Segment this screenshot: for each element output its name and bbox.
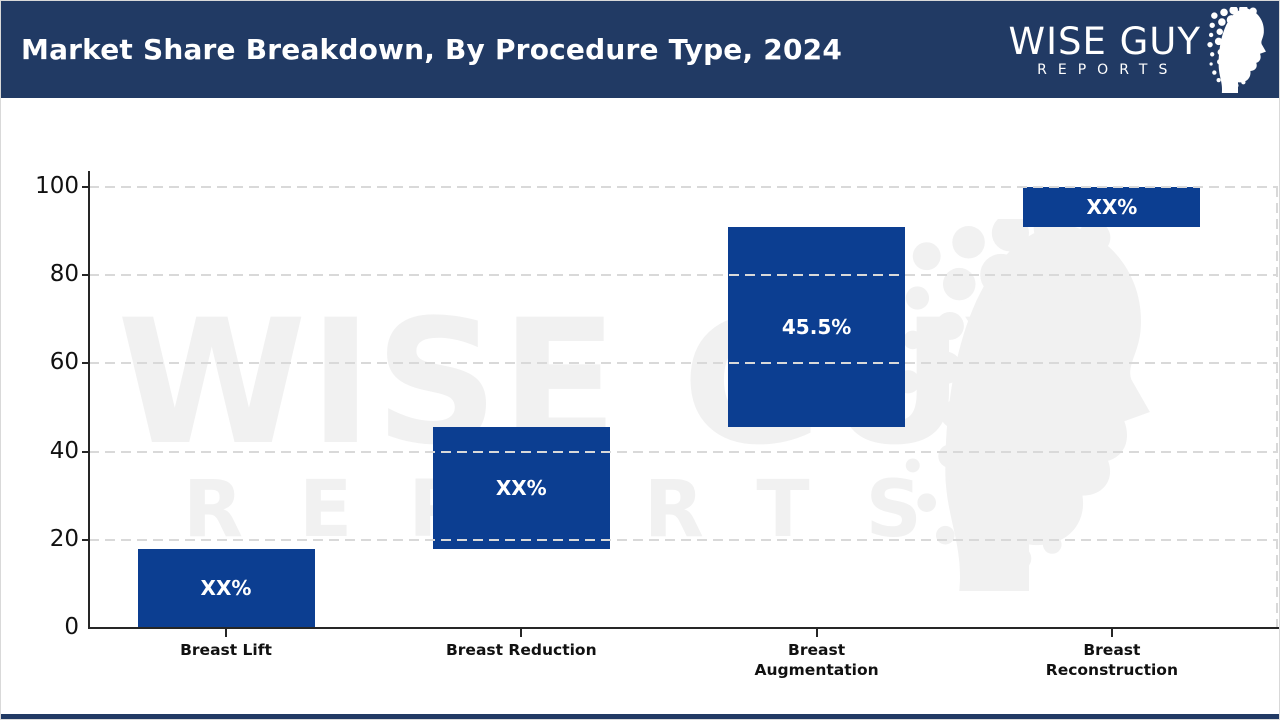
dot-face-logo-icon <box>1205 7 1271 93</box>
x-tick-mark-breast-lift <box>225 629 227 637</box>
chart-title: Market Share Breakdown, By Procedure Typ… <box>21 33 843 66</box>
logo-wordmark: WISE GUY <box>1008 19 1201 63</box>
header-band: Market Share Breakdown, By Procedure Typ… <box>1 1 1279 98</box>
wise-guy-reports-logo: WISE GUY REPORTS <box>1009 7 1279 93</box>
gridline-60 <box>89 362 1278 365</box>
gridline-20 <box>89 538 1278 541</box>
y-axis-line <box>88 171 90 629</box>
x-axis-category-label-breast-augmentation: Breast Augmentation <box>754 641 879 680</box>
x-axis-category-label-breast-reduction: Breast Reduction <box>445 641 597 659</box>
bar-value-label-breast-lift: XX% <box>200 576 252 601</box>
x-axis-category-label-breast-reconstruction: Breast Reconstruction <box>1045 641 1178 680</box>
y-axis-tick-label-0: 0 <box>64 614 79 640</box>
logo-subtitle: REPORTS <box>1037 61 1179 78</box>
y-axis-tick-label-20: 20 <box>49 525 79 552</box>
x-tick-mark-breast-reconstruction <box>1110 629 1113 637</box>
bar-value-label-breast-augmentation: 45.5% <box>781 315 852 339</box>
y-axis-tick-label-60: 60 <box>49 349 79 376</box>
x-tick-mark-breast-reduction <box>520 629 523 637</box>
y-axis-tick-label-80: 80 <box>49 261 79 288</box>
y-tick-mark-100 <box>82 186 89 188</box>
x-axis-line <box>88 627 1279 629</box>
x-tick-mark-breast-augmentation <box>815 629 818 637</box>
gridline-40 <box>89 450 1278 453</box>
x-axis-category-label-breast-lift: Breast Lift <box>180 641 272 659</box>
bar-breast-augmentation: 45.5% <box>728 226 906 428</box>
gridline-80 <box>89 274 1278 277</box>
bar-breast-reconstruction: XX% <box>1023 187 1201 227</box>
bar-breast-lift: XX% <box>137 548 315 628</box>
y-axis-tick-label-100: 100 <box>35 173 79 199</box>
gridline-100 <box>89 186 1278 188</box>
right-spine <box>1276 187 1278 628</box>
y-tick-mark-80 <box>82 274 89 277</box>
bar-breast-reduction: XX% <box>432 427 610 549</box>
y-tick-mark-60 <box>82 362 89 365</box>
bar-value-label-breast-reduction: XX% <box>495 475 547 500</box>
bar-value-label-breast-reconstruction: XX% <box>1086 194 1138 219</box>
footer-accent-bar <box>1 714 1279 719</box>
y-tick-mark-40 <box>82 450 89 453</box>
logo-text: WISE GUY REPORTS <box>1009 23 1201 77</box>
y-tick-mark-20 <box>82 538 89 541</box>
y-axis-tick-label-40: 40 <box>49 437 79 464</box>
